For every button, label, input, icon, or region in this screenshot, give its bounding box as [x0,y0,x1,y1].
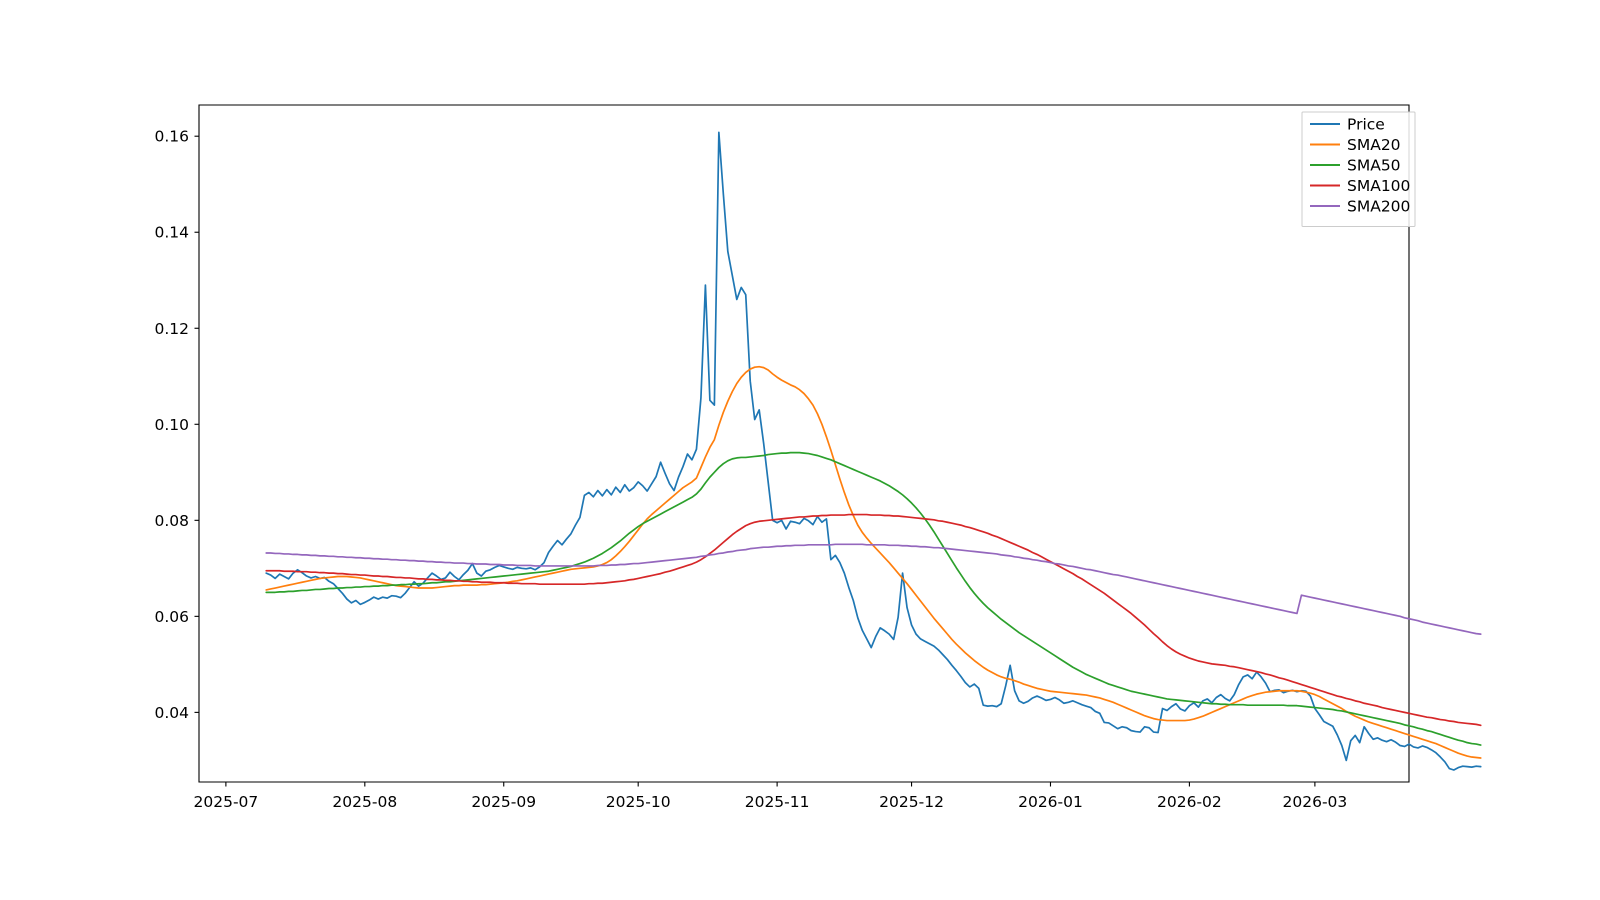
y-tick-label: 0.10 [154,416,189,434]
y-tick-label: 0.14 [154,224,189,242]
legend-background [1301,111,1416,227]
x-tick-label: 2025-11 [745,793,810,811]
legend-label-price: Price [1347,116,1385,134]
series-line-sma200 [265,543,1482,635]
x-tick-label: 2025-10 [606,793,671,811]
x-tick-label: 2025-09 [471,793,536,811]
series-line-sma100 [265,513,1482,727]
x-tick-label: 2025-08 [332,793,397,811]
chart-legend: Price SMA20 SMA50 SMA100 SMA200 [1301,111,1416,227]
x-axis-ticks: 2025-07 2025-08 2025-09 2025-10 2025-11 2025-… [194,782,1348,811]
y-tick-label: 0.04 [154,704,189,722]
series-line-price [265,131,1482,771]
y-axis-ticks: 0.04 0.06 0.08 0.10 0.12 0.14 0.16 [154,128,199,722]
x-tick-label: 2026-01 [1018,793,1083,811]
x-tick-label: 2025-12 [879,793,944,811]
legend-label-sma20: SMA20 [1347,136,1401,154]
series-line-sma20 [265,365,1482,759]
series-line-sma50 [265,451,1482,746]
y-tick-label: 0.16 [154,128,189,146]
y-tick-label: 0.06 [154,608,189,626]
legend-label-sma200: SMA200 [1347,198,1410,216]
legend-label-sma100: SMA100 [1347,177,1410,195]
x-tick-label: 2026-02 [1157,793,1222,811]
x-tick-label: 2025-07 [194,793,259,811]
legend-label-sma50: SMA50 [1347,157,1401,175]
y-tick-label: 0.08 [154,512,189,530]
x-tick-label: 2026-03 [1283,793,1348,811]
axes-frame [198,104,1410,783]
series-group [265,131,1482,771]
plot-border [198,104,1410,783]
y-tick-label: 0.12 [154,320,189,338]
